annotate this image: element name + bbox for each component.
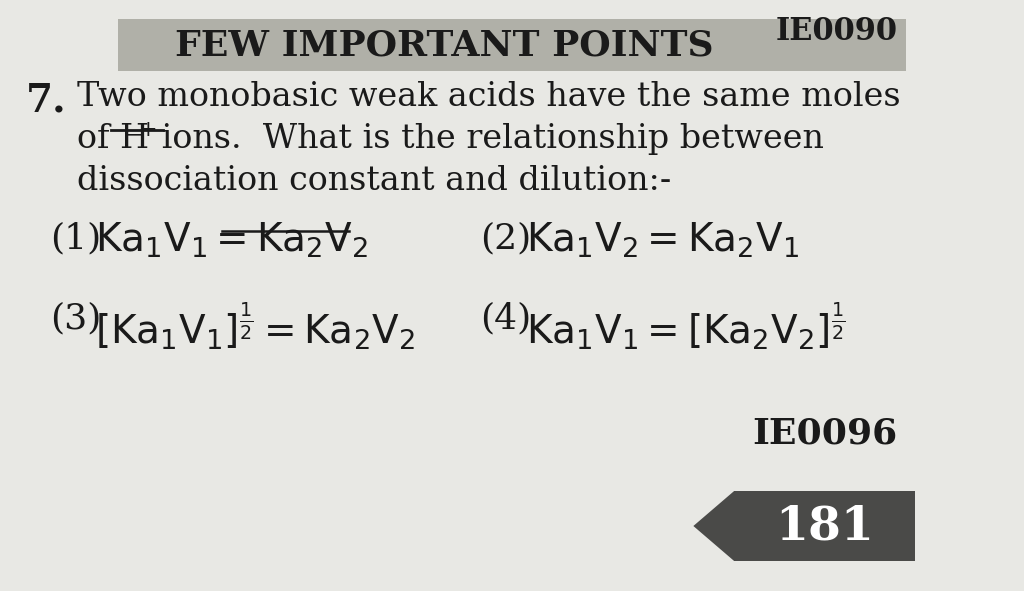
Text: dissociation constant and dilution:-: dissociation constant and dilution:- [77,165,672,197]
Polygon shape [693,491,734,561]
Text: (1): (1) [50,221,101,255]
FancyBboxPatch shape [734,491,915,561]
FancyBboxPatch shape [118,19,906,71]
Text: $\mathrm{[Ka_1V_1]^{\frac{1}{2}}=Ka_2V_2}$: $\mathrm{[Ka_1V_1]^{\frac{1}{2}}=Ka_2V_2… [95,301,415,352]
Text: 7.: 7. [26,81,66,119]
Text: of H: of H [77,123,150,155]
Text: (4): (4) [480,301,531,335]
Text: $\mathrm{Ka_1V_1=Ka_2V_2}$: $\mathrm{Ka_1V_1=Ka_2V_2}$ [95,221,368,260]
Text: 181: 181 [775,503,874,549]
Text: $\mathrm{Ka_1V_1=[Ka_2V_2]^{\frac{1}{2}}}$: $\mathrm{Ka_1V_1=[Ka_2V_2]^{\frac{1}{2}}… [525,301,845,352]
Text: IE0090: IE0090 [775,16,897,47]
Text: +: + [138,119,158,141]
Text: (2): (2) [480,221,531,255]
Text: IE0096: IE0096 [752,416,897,450]
Text: Two monobasic weak acids have the same moles: Two monobasic weak acids have the same m… [77,81,901,113]
Text: ions.  What is the relationship between: ions. What is the relationship between [152,123,824,155]
Text: $\mathrm{Ka_1V_2=Ka_2V_1}$: $\mathrm{Ka_1V_2=Ka_2V_1}$ [525,221,799,260]
Text: FEW IMPORTANT POINTS: FEW IMPORTANT POINTS [175,28,714,62]
Text: (3): (3) [50,301,101,335]
